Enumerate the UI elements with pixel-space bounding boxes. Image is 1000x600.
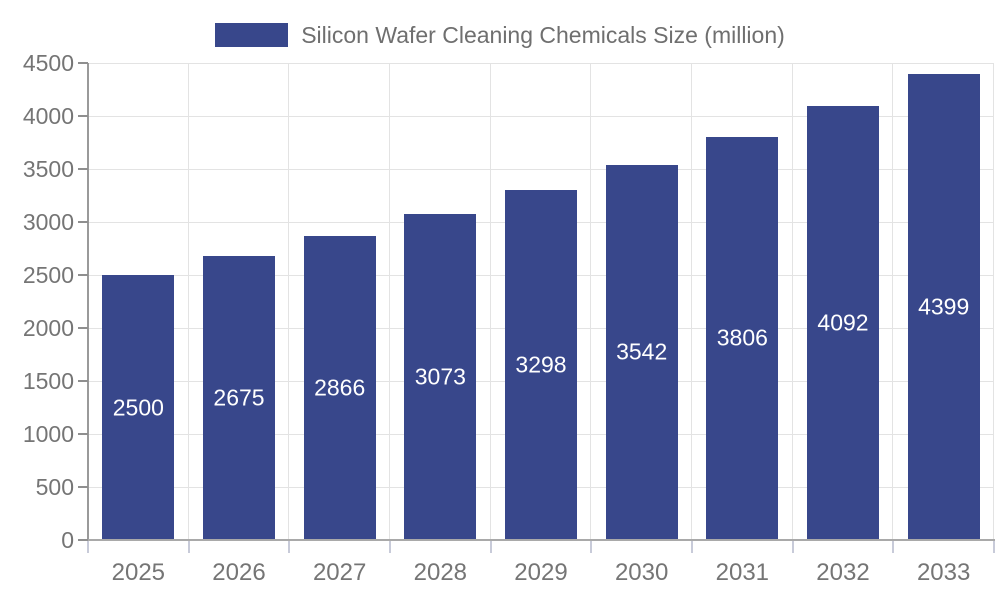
bar[interactable]: 3542 [605,164,678,540]
v-gridline [892,63,894,540]
y-tick [78,539,88,541]
bar[interactable]: 3073 [404,214,477,540]
bar[interactable]: 2866 [303,236,376,540]
y-axis-tick-label: 3000 [22,209,74,235]
y-axis-tick-label: 0 [61,527,74,553]
y-tick [78,486,88,488]
y-tick [78,433,88,435]
bar-value-label: 2866 [314,374,366,401]
x-tick [187,541,190,553]
y-tick [78,168,88,170]
v-gridline [389,63,390,540]
x-tick [993,541,995,553]
v-gridline [791,63,793,540]
y-axis-tick-label: 2000 [22,315,74,341]
v-gridline [489,63,491,540]
plot-area: 2500 2675 2866 3073 3298 3542 3806 4092 4399 [88,63,994,540]
bar-value-label: 2675 [213,384,265,411]
y-tick [78,115,88,117]
y-axis-tick-label: 3500 [22,156,74,182]
legend-label: Silicon Wafer Cleaning Chemicals Size (m… [301,21,785,48]
bar[interactable]: 2500 [102,275,175,540]
x-axis-tick-label: 2030 [614,559,669,586]
bar[interactable]: 3298 [505,190,577,540]
bar[interactable]: 4399 [907,73,980,540]
x-axis-tick-label: 2033 [916,559,971,586]
x-tick [389,541,391,553]
y-tick [78,221,88,223]
bar[interactable]: 2675 [203,256,275,540]
x-tick [87,541,89,553]
y-axis-tick-label: 4000 [22,103,74,129]
v-gridline [590,63,592,540]
x-axis-tick-label: 2032 [816,559,870,586]
h-gridline [88,116,994,117]
y-axis-line [87,63,89,540]
bar-value-label: 3298 [515,351,567,378]
y-tick [78,327,88,329]
y-tick [78,274,88,276]
x-axis-tick-label: 2029 [514,559,568,586]
y-axis-tick-label: 1500 [22,368,74,394]
bar[interactable]: 3806 [706,136,779,540]
bar-value-label: 3542 [616,338,668,365]
bar-value-label: 4399 [918,293,970,320]
legend-swatch [215,23,289,47]
x-tick [590,541,593,553]
bar[interactable]: 4092 [807,106,879,540]
y-axis-tick-label: 2500 [22,262,74,288]
x-tick [288,541,291,553]
y-tick [78,62,88,64]
x-tick [691,541,693,553]
x-tick [791,541,794,553]
h-gridline [88,63,994,64]
v-gridline [288,63,290,540]
x-axis-tick-label: 2031 [715,559,770,586]
bar-value-label: 4092 [817,309,869,336]
x-axis-tick-label: 2026 [212,559,266,586]
x-tick [892,541,895,553]
x-axis-tick-label: 2028 [413,559,468,586]
legend-item[interactable]: Silicon Wafer Cleaning Chemicals Size (m… [0,22,1000,48]
v-gridline [691,63,692,540]
v-gridline [993,63,994,540]
h-gridline [88,169,994,170]
y-axis-tick-label: 500 [35,474,74,500]
y-tick [78,380,88,382]
x-axis-line [86,539,995,541]
bar-value-label: 2500 [112,394,164,420]
y-axis-tick-label: 1000 [22,421,74,447]
bar-value-label: 3073 [414,363,466,390]
y-axis-tick-label: 4500 [22,50,74,76]
x-tick [489,541,492,553]
x-axis-tick-label: 2025 [111,559,166,586]
bar-value-label: 3806 [716,324,768,351]
x-axis-tick-label: 2027 [312,559,367,586]
v-gridline [187,63,189,540]
